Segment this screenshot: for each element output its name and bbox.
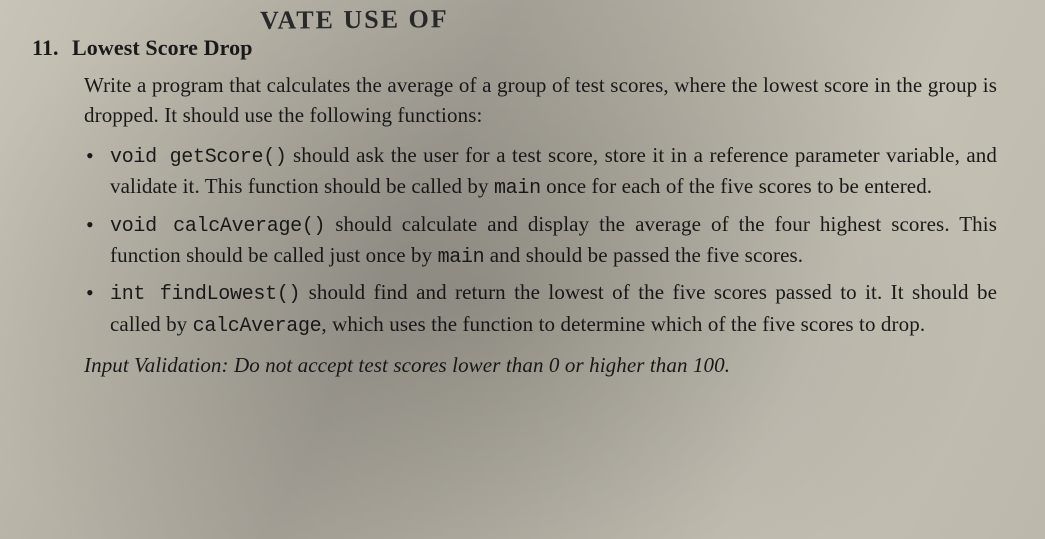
function-bullet-list: void getScore() should ask the user for … [84, 141, 997, 341]
text: once for each of the five scores to be e… [541, 174, 932, 198]
bullet-getscore: void getScore() should ask the user for … [84, 141, 997, 204]
problem-title-line: 11.Lowest Score Drop [32, 32, 997, 63]
problem-title: Lowest Score Drop [72, 35, 253, 60]
text: , which uses the function to determine w… [321, 312, 925, 336]
bullet-calcaverage: void calcAverage() should calculate and … [84, 210, 997, 273]
code-calcaverage: void calcAverage() [110, 215, 325, 238]
code-findlowest: int findLowest() [110, 283, 300, 306]
problem-number: 11. [32, 32, 72, 63]
code-getscore: void getScore() [110, 146, 287, 169]
bullet-findlowest: int findLowest() should find and return … [84, 278, 997, 341]
input-validation-note: Input Validation: Do not accept test sco… [84, 351, 997, 381]
code-main: main [494, 177, 541, 200]
header-fragment-text: VATE USE OF [260, 1, 449, 40]
text: and should be passed the five scores. [484, 243, 803, 267]
code-calcaverage: calcAverage [193, 315, 322, 338]
page-content: VATE USE OF 11.Lowest Score Drop Write a… [0, 0, 1045, 401]
code-main: main [438, 246, 485, 269]
problem-intro: Write a program that calculates the aver… [84, 71, 997, 131]
